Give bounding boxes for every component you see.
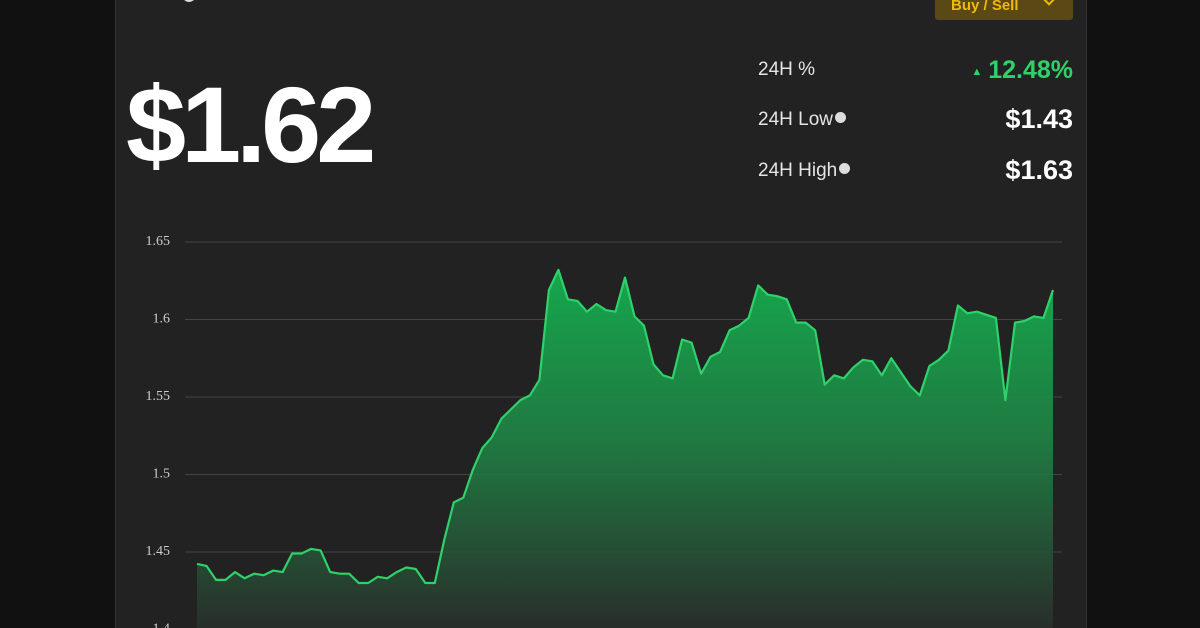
stat-label-text: 24H High xyxy=(758,160,838,181)
y-tick-label: 1.5 xyxy=(153,467,171,482)
buy-sell-button[interactable]: Buy / Sell xyxy=(935,0,1073,20)
price: $1.62 xyxy=(126,64,376,185)
y-tick-label: 1.55 xyxy=(146,389,171,404)
stat-label-text: 24H Low xyxy=(758,109,833,130)
stat-label: 24H % xyxy=(758,59,816,80)
stat-value: $1.63 xyxy=(1005,155,1073,185)
y-tick-label: 1.4 xyxy=(153,622,171,628)
stat-value-text: 12.48% xyxy=(988,56,1073,84)
stat-label: 24H Low xyxy=(758,109,846,131)
stat-value: ▲ 12.48% xyxy=(971,56,1073,84)
stat-label: 24H High xyxy=(758,160,851,182)
area xyxy=(197,269,1053,628)
line xyxy=(196,268,1055,585)
y-tick-label: 1.6 xyxy=(153,312,171,327)
button-label: Buy / Sell xyxy=(951,0,1019,14)
y-tick-label: 1.45 xyxy=(146,544,171,559)
stat-value: $1.43 xyxy=(1005,104,1073,134)
y-tick-label: 1.65 xyxy=(146,234,171,249)
social-icons xyxy=(184,0,194,2)
